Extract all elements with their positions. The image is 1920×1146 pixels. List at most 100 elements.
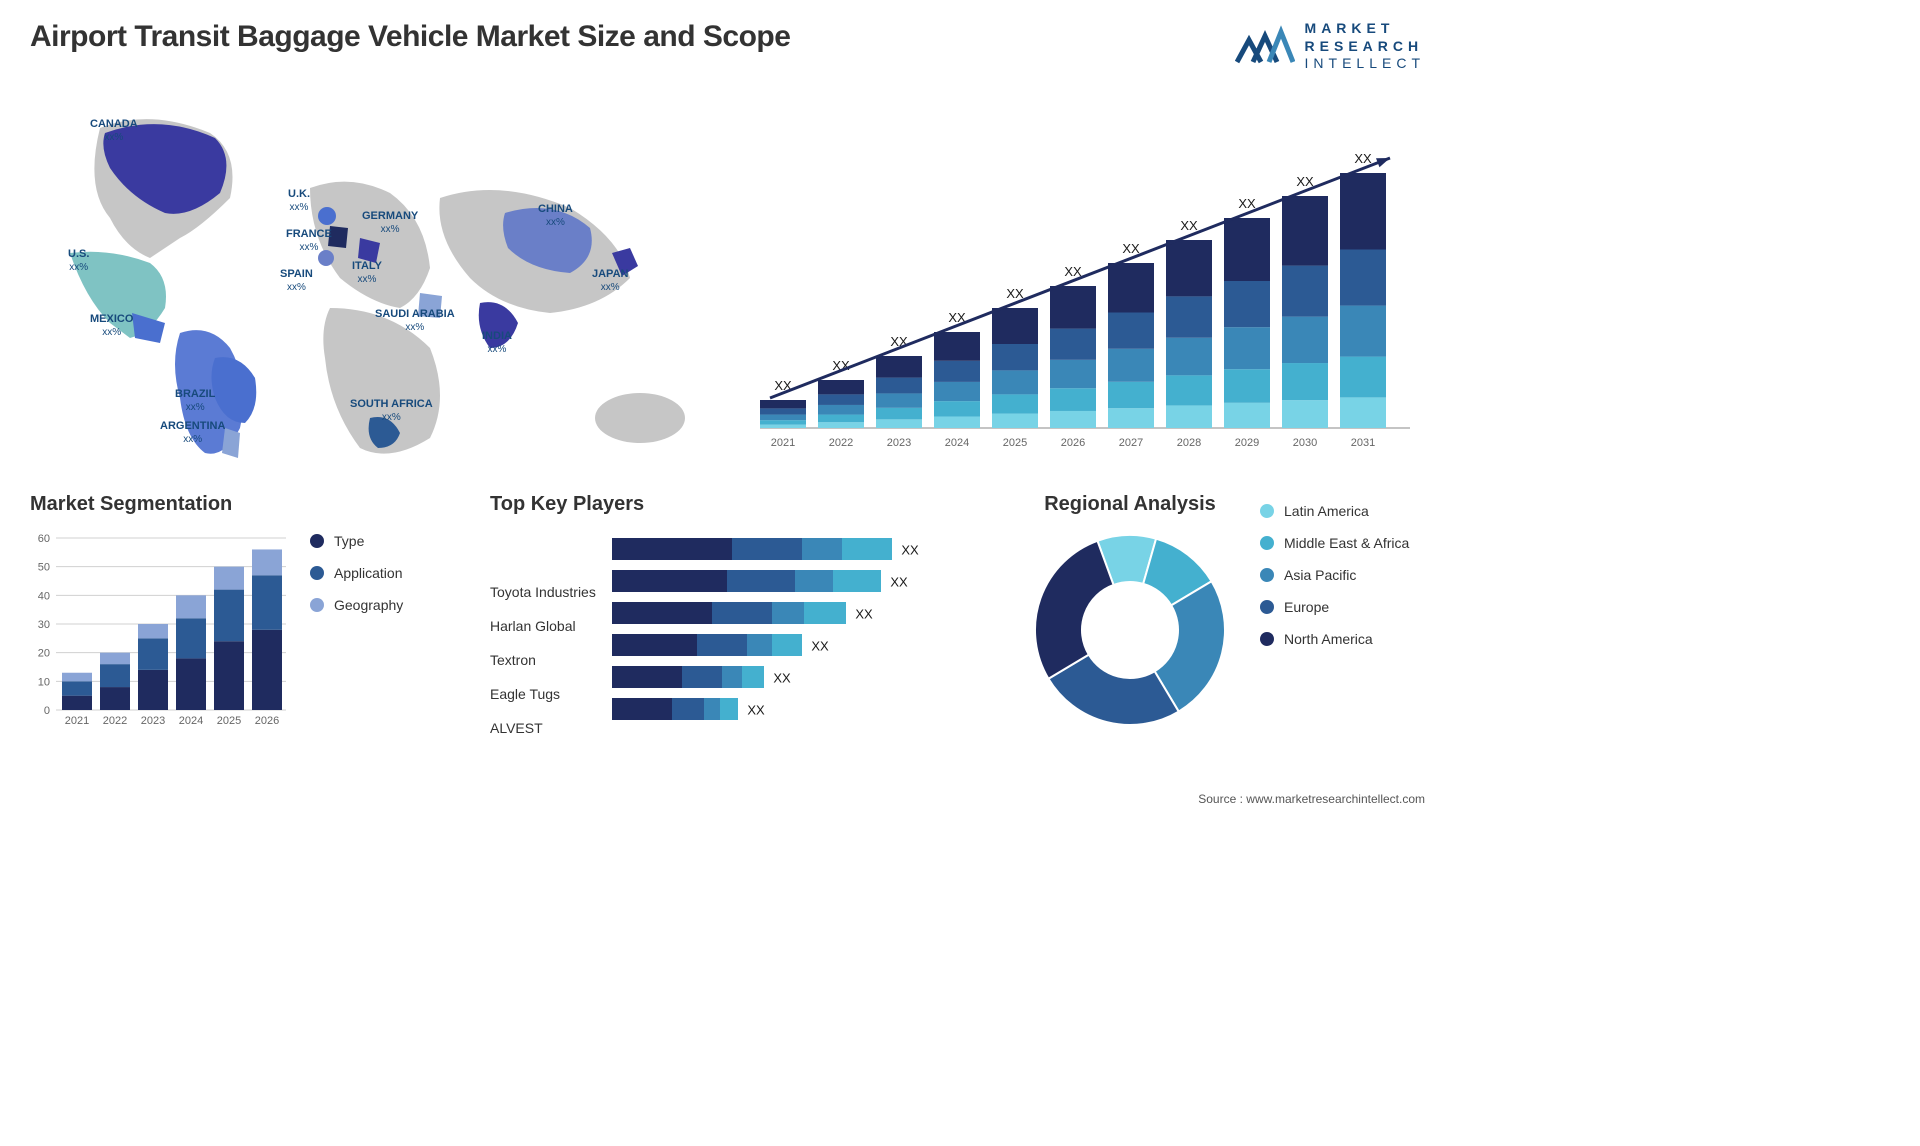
legend-label: Latin America: [1284, 503, 1369, 519]
logo: MARKET RESEARCH INTELLECT: [1235, 20, 1425, 73]
legend-label: Type: [334, 533, 364, 549]
top-row: CANADAxx% U.S.xx% MEXICOxx% BRAZILxx% ARGENT…: [30, 98, 1425, 468]
svg-text:2031: 2031: [1351, 437, 1375, 449]
svg-text:XX: XX: [1354, 151, 1372, 166]
svg-text:XX: XX: [773, 670, 791, 685]
map-label-spain: SPAINxx%: [280, 268, 313, 294]
svg-text:XX: XX: [901, 542, 919, 557]
svg-text:2023: 2023: [141, 715, 165, 727]
svg-text:XX: XX: [890, 574, 908, 589]
svg-text:XX: XX: [855, 606, 873, 621]
svg-text:2024: 2024: [179, 715, 203, 727]
svg-text:2030: 2030: [1293, 437, 1317, 449]
region-legend-europe: Europe: [1260, 599, 1425, 615]
map-label-italy: ITALYxx%: [352, 260, 382, 286]
legend-dot-icon: [1260, 568, 1274, 582]
map-label-u-s-: U.S.xx%: [68, 248, 89, 274]
regional-legend: Latin America Middle East & Africa Asia Pa…: [1260, 493, 1425, 735]
segmentation-legend: Type Application Geography: [310, 493, 460, 730]
svg-text:2028: 2028: [1177, 437, 1201, 449]
map-label-china: CHINAxx%: [538, 203, 573, 229]
bottom-row: Market Segmentation 0 10 20 30 40 50 60 2021 202…: [30, 493, 1425, 745]
svg-text:2023: 2023: [887, 437, 911, 449]
logo-icon: [1235, 24, 1295, 68]
seg-legend-type: Type: [310, 533, 460, 549]
legend-dot-icon: [310, 566, 324, 580]
player-name: Toyota Industries: [490, 576, 596, 608]
legend-dot-icon: [310, 534, 324, 548]
segmentation-title: Market Segmentation: [30, 493, 290, 516]
svg-text:XX: XX: [1180, 218, 1198, 233]
player-name: ALVEST: [490, 712, 596, 744]
map-label-japan: JAPANxx%: [592, 268, 628, 294]
players-chart: XX XX XX XX XX XX: [612, 530, 952, 740]
region-legend-north-america: North America: [1260, 631, 1425, 647]
legend-dot-icon: [1260, 504, 1274, 518]
svg-text:XX: XX: [1122, 241, 1140, 256]
legend-dot-icon: [1260, 536, 1274, 550]
player-name: Eagle Tugs: [490, 678, 596, 710]
map-label-u-k-: U.K.xx%: [288, 188, 310, 214]
svg-text:50: 50: [38, 561, 50, 573]
legend-label: Application: [334, 565, 403, 581]
svg-text:30: 30: [38, 619, 50, 631]
map-label-germany: GERMANYxx%: [362, 210, 418, 236]
svg-text:2021: 2021: [65, 715, 89, 727]
region-legend-latin-america: Latin America: [1260, 503, 1425, 519]
legend-label: Asia Pacific: [1284, 567, 1356, 583]
svg-text:XX: XX: [747, 702, 765, 717]
svg-text:XX: XX: [1238, 196, 1256, 211]
svg-text:60: 60: [38, 533, 50, 545]
segmentation-chart: 0102030405060202120222023202420252026: [30, 530, 290, 730]
svg-text:XX: XX: [1296, 174, 1314, 189]
regional-panel: Regional Analysis Latin America Middle Ea…: [1020, 493, 1425, 735]
map-label-france: FRANCExx%: [286, 228, 332, 254]
svg-text:20: 20: [38, 647, 50, 659]
regional-title: Regional Analysis: [1025, 493, 1235, 516]
svg-text:2021: 2021: [771, 437, 795, 449]
svg-text:40: 40: [38, 590, 50, 602]
svg-text:XX: XX: [1006, 286, 1024, 301]
legend-label: Geography: [334, 597, 403, 613]
map-label-india: INDIAxx%: [482, 330, 512, 356]
player-name: Textron: [490, 644, 596, 676]
svg-text:2022: 2022: [103, 715, 127, 727]
svg-text:XX: XX: [811, 638, 829, 653]
map-label-canada: CANADAxx%: [90, 118, 138, 144]
player-name: Harlan Global: [490, 610, 596, 642]
map-label-argentina: ARGENTINAxx%: [160, 420, 225, 446]
region-legend-asia-pacific: Asia Pacific: [1260, 567, 1425, 583]
svg-text:10: 10: [38, 676, 50, 688]
main-bar-chart: XX2021XX2022XX2023XX2024XX2025XX2026XX20…: [740, 98, 1425, 468]
svg-text:2024: 2024: [945, 437, 969, 449]
svg-text:0: 0: [44, 705, 50, 717]
legend-dot-icon: [310, 598, 324, 612]
map-label-mexico: MEXICOxx%: [90, 313, 133, 339]
legend-dot-icon: [1260, 600, 1274, 614]
legend-label: Europe: [1284, 599, 1329, 615]
seg-legend-application: Application: [310, 565, 460, 581]
players-title: Top Key Players: [490, 493, 990, 516]
region-legend-middle-east-africa: Middle East & Africa: [1260, 535, 1425, 551]
seg-legend-geography: Geography: [310, 597, 460, 613]
logo-text: MARKET RESEARCH INTELLECT: [1305, 20, 1425, 73]
main-bar-svg: XX2021XX2022XX2023XX2024XX2025XX2026XX20…: [740, 98, 1420, 468]
map-label-south-africa: SOUTH AFRICAxx%: [350, 398, 433, 424]
player-names: Toyota IndustriesHarlan GlobalTextronEag…: [490, 530, 596, 745]
legend-label: Middle East & Africa: [1284, 535, 1409, 551]
page-title: Airport Transit Baggage Vehicle Market S…: [30, 20, 790, 54]
regional-donut: [1025, 530, 1235, 730]
svg-text:2025: 2025: [1003, 437, 1027, 449]
legend-dot-icon: [1260, 632, 1274, 646]
svg-text:2029: 2029: [1235, 437, 1259, 449]
map-label-saudi-arabia: SAUDI ARABIAxx%: [375, 308, 455, 334]
svg-text:2025: 2025: [217, 715, 241, 727]
header: Airport Transit Baggage Vehicle Market S…: [30, 20, 1425, 73]
world-map-panel: CANADAxx% U.S.xx% MEXICOxx% BRAZILxx% ARGENT…: [30, 98, 710, 468]
map-label-brazil: BRAZILxx%: [175, 388, 215, 414]
segmentation-panel: Market Segmentation 0 10 20 30 40 50 60 2021 202…: [30, 493, 460, 730]
source-label: Source : www.marketresearchintellect.com: [1198, 792, 1425, 806]
svg-text:2022: 2022: [829, 437, 853, 449]
legend-label: North America: [1284, 631, 1373, 647]
players-panel: Top Key Players Toyota IndustriesHarlan …: [490, 493, 990, 745]
